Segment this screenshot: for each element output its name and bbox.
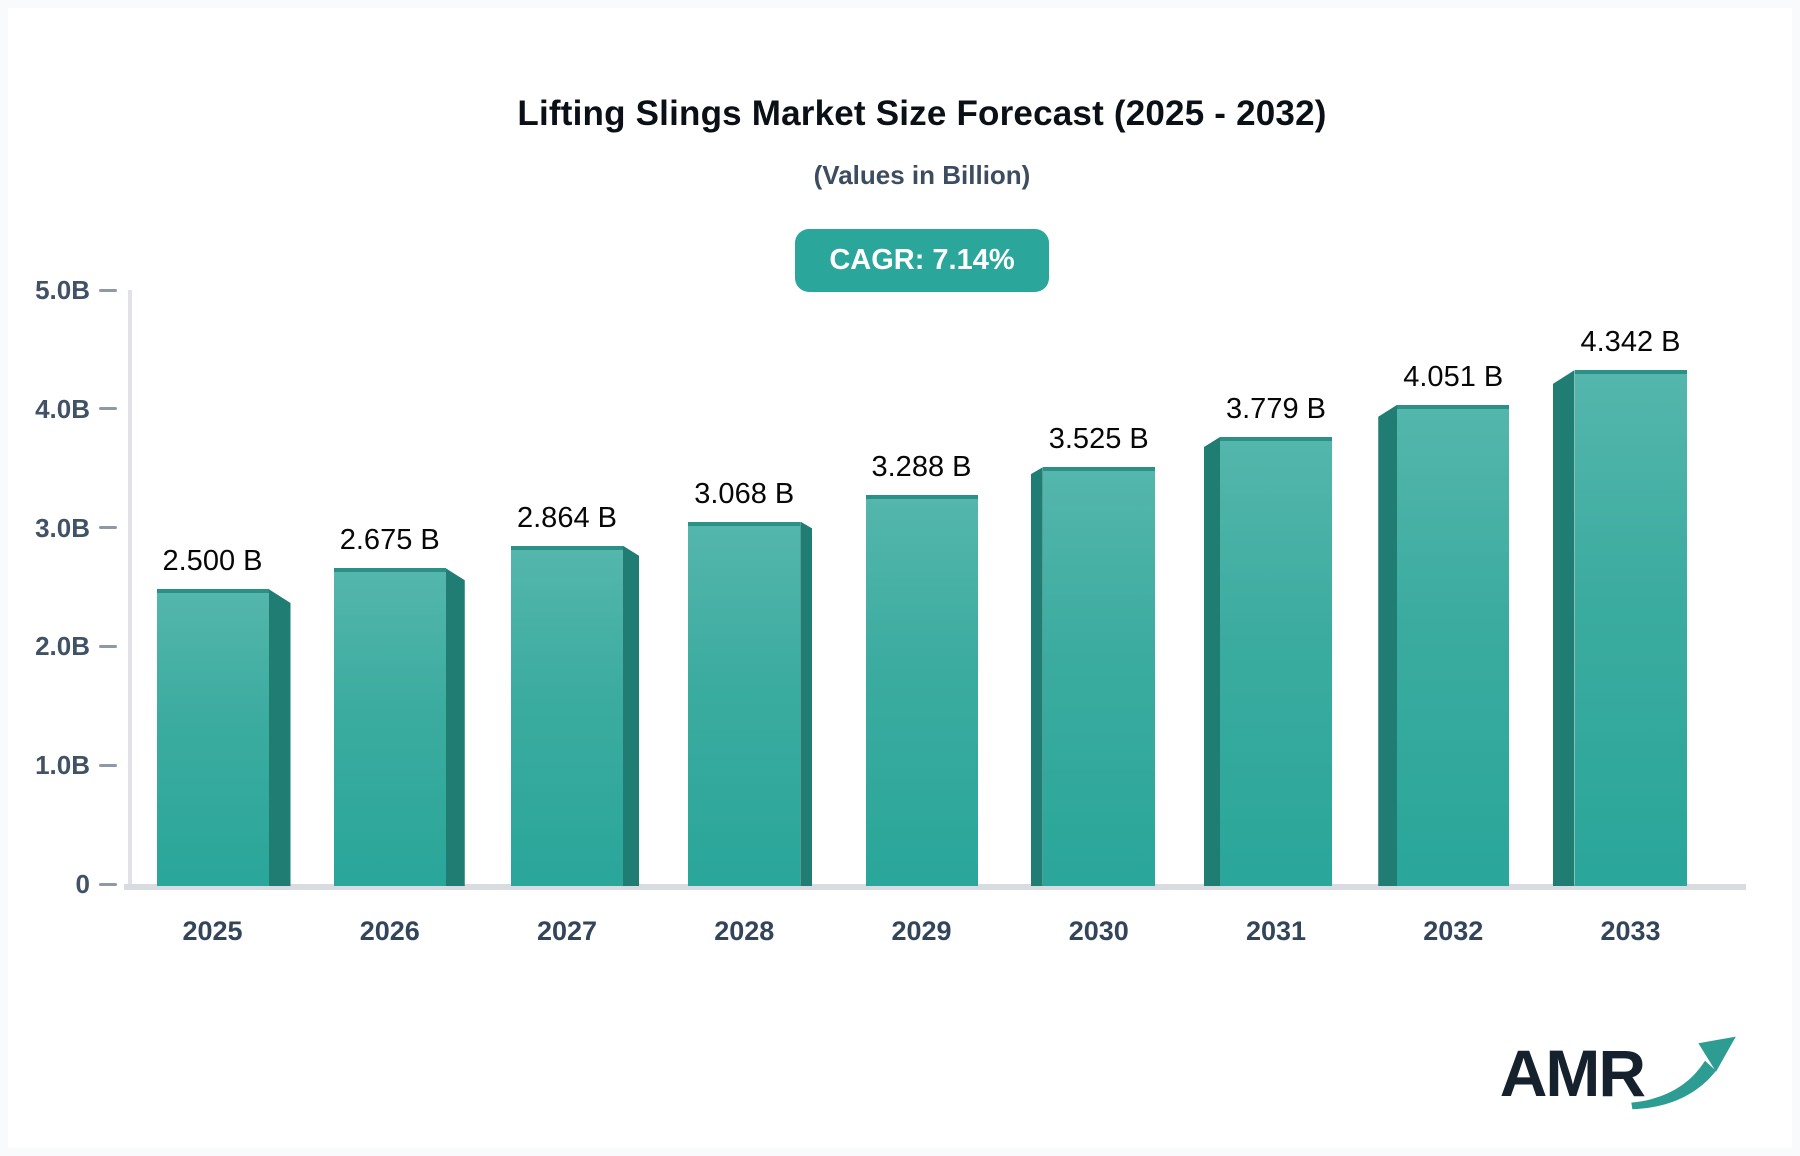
y-axis-line	[128, 290, 132, 886]
growth-arrow-icon	[1631, 1036, 1736, 1110]
y-axis-tick	[99, 526, 117, 530]
y-axis-label-1.0B: 1.0B	[35, 750, 90, 781]
chart-subtitle: (Values in Billion)	[813, 160, 1031, 190]
y-axis-label-4.0B: 4.0B	[35, 393, 90, 424]
bar-value-label-2033: 4.342 B	[1580, 326, 1681, 359]
x-axis-label-2030: 2030	[1068, 916, 1129, 946]
bar-side-2031	[1204, 437, 1220, 886]
x-axis-label-2027: 2027	[536, 916, 598, 946]
y-axis-label-0: 0	[75, 869, 90, 899]
bar-side-2026	[445, 568, 465, 886]
y-axis-label-5.0B: 5.0B	[35, 275, 90, 305]
bar-value-label-2025: 2.500 B	[162, 545, 263, 577]
bar-value-label-2029: 3.288 B	[871, 451, 972, 484]
y-axis-tick	[99, 644, 117, 648]
bar-side-2032	[1378, 404, 1398, 886]
bar-value-label-2032: 4.051 B	[1403, 360, 1504, 393]
y-axis-label-3.0B: 3.0B	[35, 512, 90, 543]
x-axis-label-2032: 2032	[1423, 916, 1484, 946]
bar-2025	[156, 589, 269, 886]
bar-side-2025	[268, 589, 291, 886]
bar-2026	[333, 568, 446, 886]
bar-2033	[1574, 370, 1687, 886]
y-axis-label-2.0B: 2.0B	[35, 631, 90, 662]
y-axis-tick	[99, 407, 117, 411]
amr-logo: AMR	[1499, 1036, 1738, 1116]
chart-header: Lifting Slings Market Size Forecast (202…	[44, 0, 1800, 292]
bar-value-label-2027: 2.864 B	[517, 501, 617, 534]
x-axis-label-2029: 2029	[891, 916, 952, 946]
y-axis-tick	[99, 882, 117, 886]
bar-side-2030	[1030, 467, 1043, 886]
amr-logo-text: AMR	[1499, 1036, 1646, 1110]
x-axis-label-2033: 2033	[1600, 916, 1661, 946]
bar-2027	[511, 545, 623, 886]
x-axis-label-2028: 2028	[714, 916, 775, 946]
bar-value-label-2030: 3.525 B	[1048, 423, 1149, 456]
chart-title: Lifting Slings Market Size Forecast (202…	[517, 94, 1327, 133]
x-axis-baseline	[124, 884, 1746, 890]
bar-side-2028	[800, 521, 813, 886]
y-axis-tick	[99, 763, 117, 767]
bar-side-2027	[623, 545, 639, 886]
bar-2028	[688, 521, 801, 886]
bar-2029	[865, 495, 978, 886]
bar-value-label-2026: 2.675 B	[339, 524, 440, 557]
x-axis-label-2031: 2031	[1245, 916, 1307, 946]
x-axis-label-2026: 2026	[359, 916, 420, 946]
bar-2031	[1220, 437, 1332, 886]
x-axis-label-2025: 2025	[182, 916, 243, 946]
bar-value-label-2028: 3.068 B	[694, 477, 795, 510]
y-axis-tick	[99, 288, 117, 292]
bar-value-label-2031: 3.779 B	[1226, 393, 1326, 426]
bar-side-2033	[1552, 370, 1575, 886]
cagr-badge: CAGR: 7.14%	[795, 229, 1049, 292]
bar-2030	[1042, 467, 1155, 886]
bar-2032	[1397, 404, 1510, 886]
